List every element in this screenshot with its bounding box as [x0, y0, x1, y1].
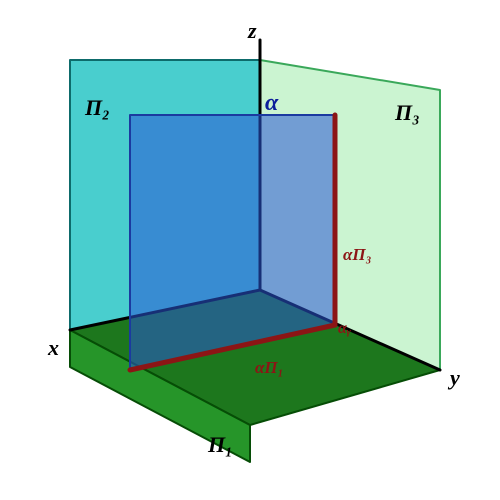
label-pi2: Π₂ — [85, 95, 110, 121]
label-trace-pi1: αΠ₁ — [255, 358, 284, 378]
label-axis-y: y — [450, 365, 460, 391]
label-alpha-y: αᵧ — [338, 320, 351, 338]
label-pi1: Π₁ — [208, 432, 233, 458]
label-trace-pi3: αΠ₃ — [343, 245, 372, 265]
label-axis-z: z — [248, 18, 257, 44]
diagram-3d-projection-planes: z x y Π₂ Π₃ Π₁ α αΠ₃ αᵧ αΠ₁ — [0, 0, 500, 500]
label-axis-x: x — [48, 335, 59, 361]
diagram-svg — [0, 0, 500, 500]
label-alpha: α — [265, 90, 278, 117]
label-pi3: Π₃ — [395, 100, 420, 126]
